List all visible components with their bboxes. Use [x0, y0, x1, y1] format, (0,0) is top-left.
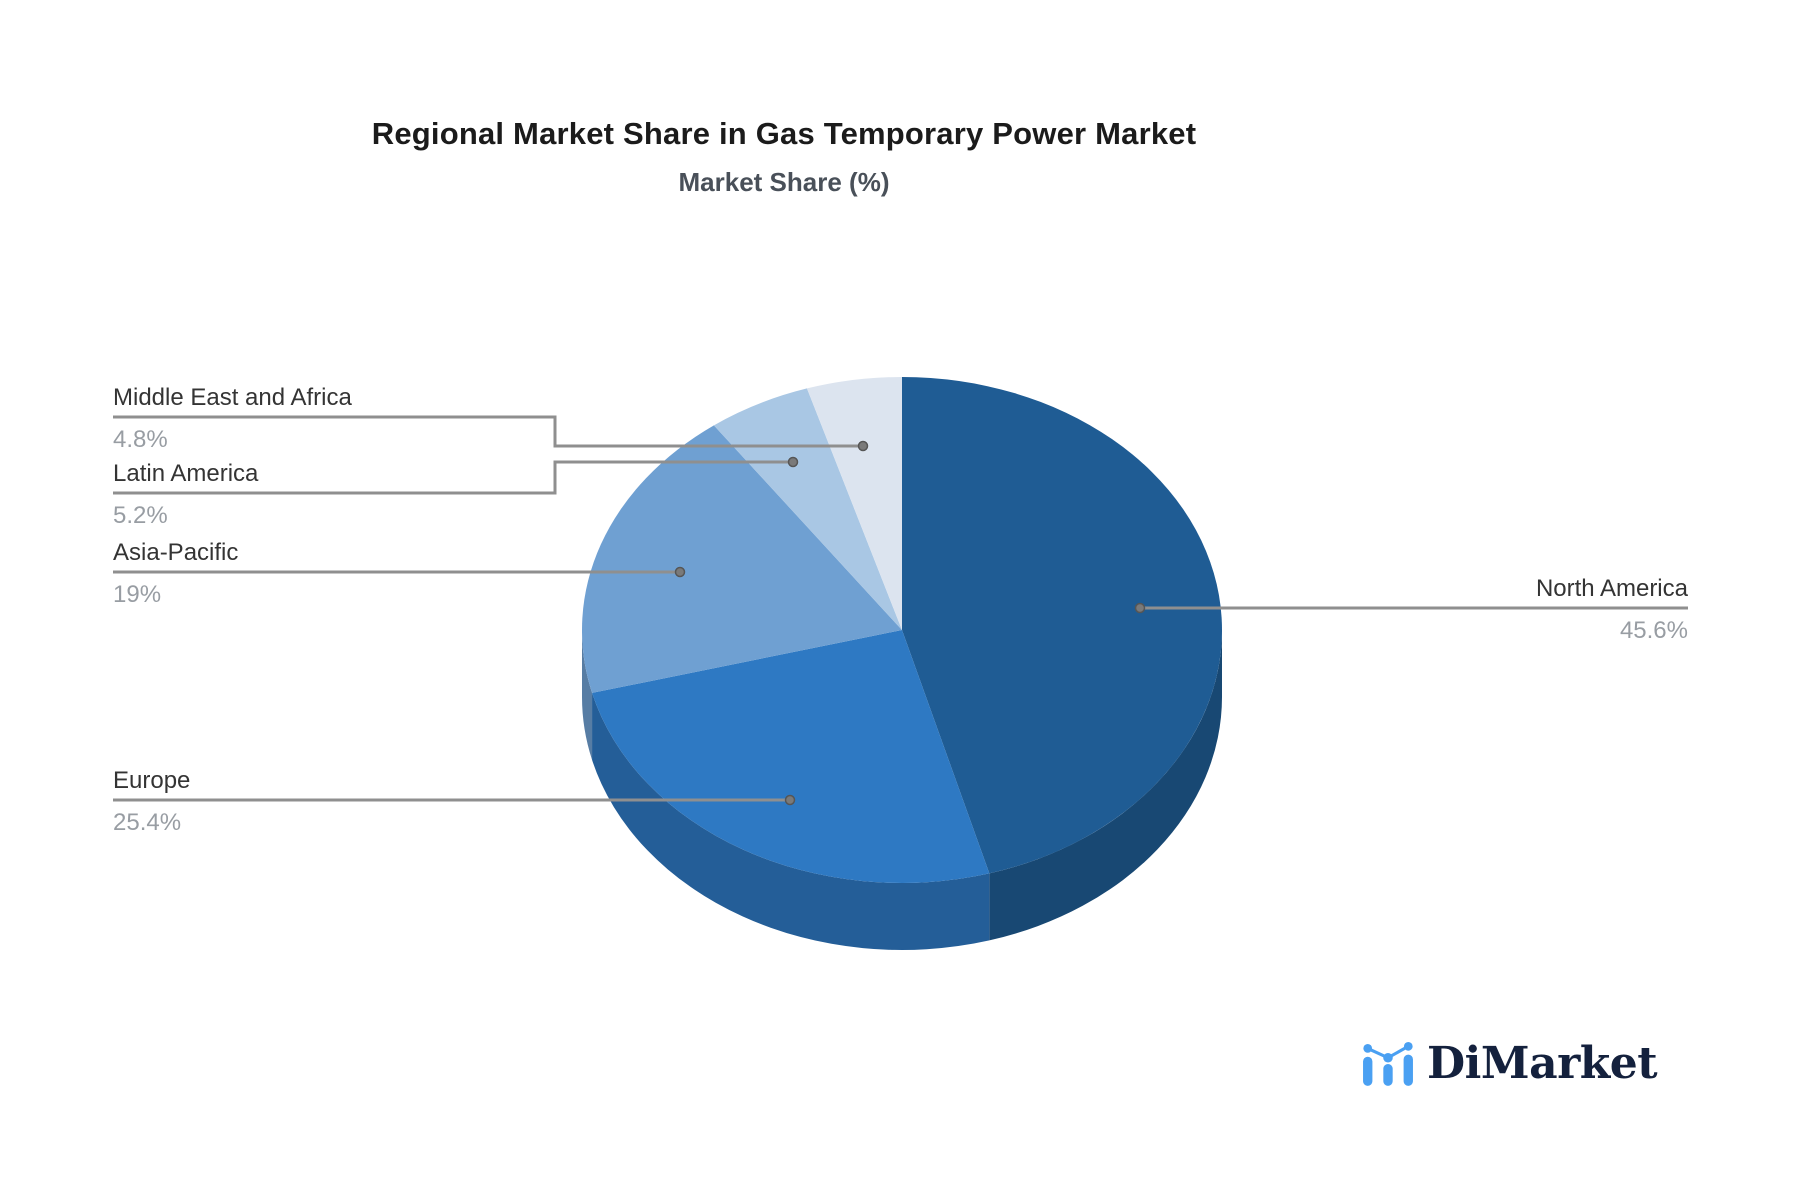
- slice-value-middle-east-and-africa: 4.8%: [113, 426, 168, 453]
- brand-logo: DiMarket: [1362, 1038, 1658, 1089]
- pie-slice-asia-pacific[interactable]: [581, 425, 902, 693]
- slice-label-middle-east-and-africa: Middle East and Africa: [113, 384, 352, 411]
- leader-dot-asia-pacific: [674, 566, 686, 578]
- slice-value-north-america: 45.6%: [1619, 617, 1688, 644]
- leader-dot-latin-america: [787, 456, 799, 468]
- leader-dot-middle-east-and-africa: [857, 440, 869, 452]
- pie-slice-side-asia-pacific: [582, 630, 593, 760]
- slice-value-europe: 25.4%: [113, 809, 182, 836]
- pie-slice-north-america[interactable]: [902, 377, 1222, 874]
- dimarket-logo-icon: [1363, 1041, 1413, 1086]
- leader-line-latin-america: [113, 460, 793, 495]
- slice-label-asia-pacific: Asia-Pacific: [113, 539, 239, 566]
- slice-label-north-america: North America: [1535, 575, 1688, 602]
- pie-slice-middle-east-and-africa[interactable]: [806, 377, 902, 630]
- pie-slice-europe[interactable]: [592, 630, 990, 883]
- slice-label-latin-america: Latin America: [113, 460, 259, 487]
- chart-subtitle: Market Share (%): [678, 167, 890, 197]
- pie-slice-side-europe: [592, 692, 990, 950]
- brand-logo-text: DiMarket: [1427, 1038, 1658, 1089]
- slice-value-latin-america: 5.2%: [113, 502, 168, 529]
- pie-slice-side-north-america: [989, 630, 1222, 941]
- chart-title: Regional Market Share in Gas Temporary P…: [371, 116, 1197, 151]
- slice-label-europe: Europe: [113, 767, 191, 794]
- leader-dot-north-america: [1134, 602, 1146, 614]
- slice-value-asia-pacific: 19%: [113, 581, 162, 608]
- leader-line-middle-east-and-africa: [113, 415, 863, 448]
- pie-slice-latin-america[interactable]: [713, 388, 902, 630]
- leader-dot-europe: [784, 794, 796, 806]
